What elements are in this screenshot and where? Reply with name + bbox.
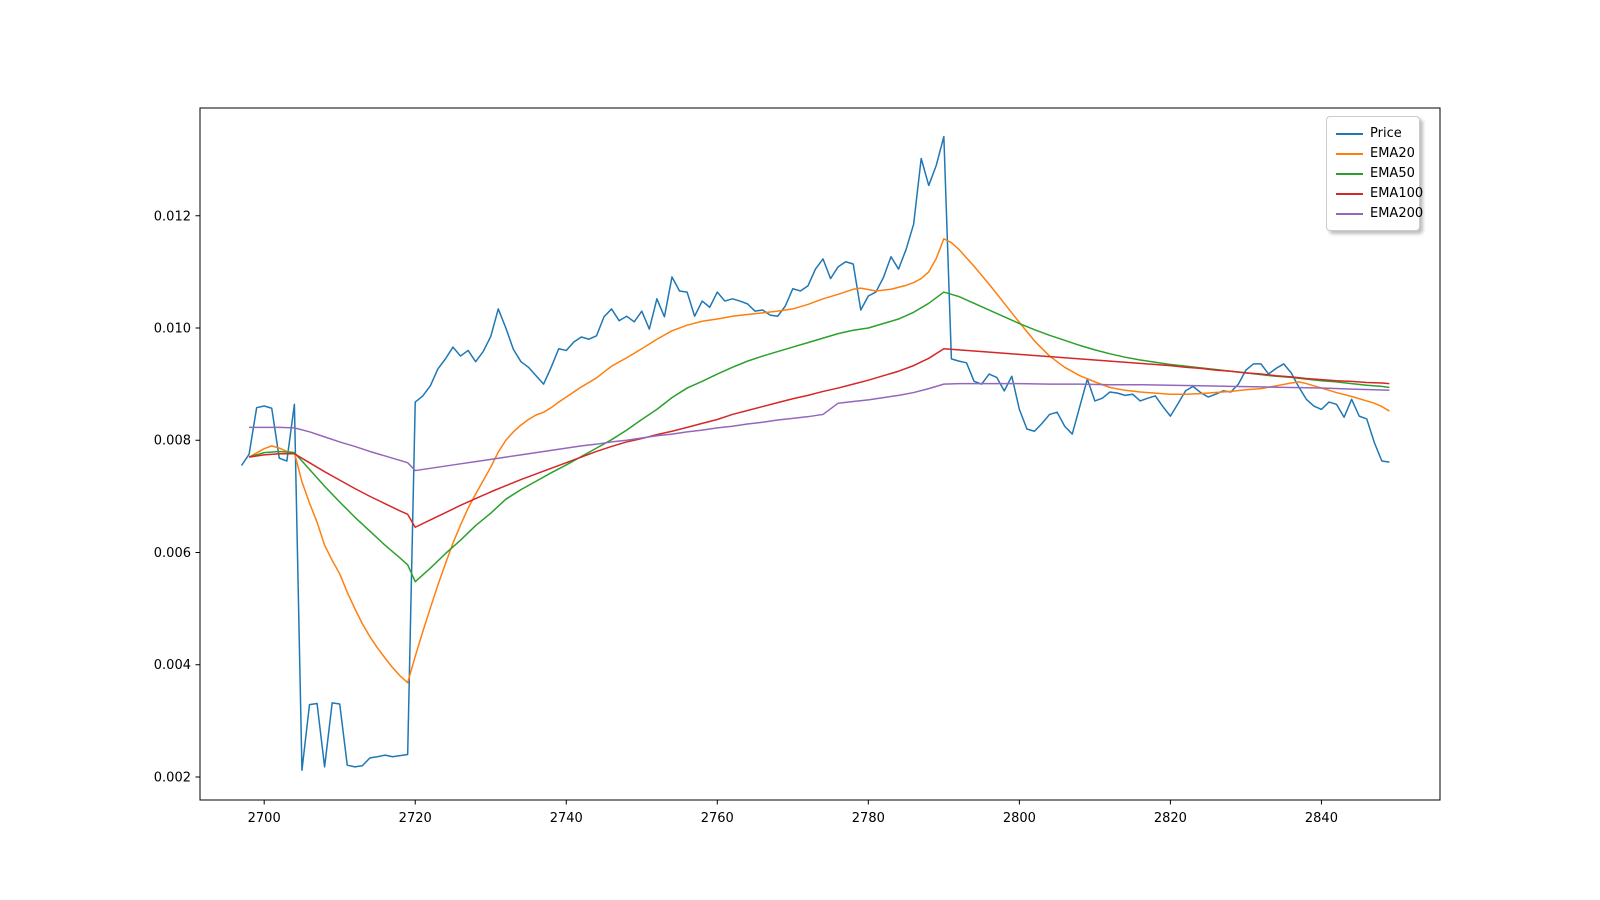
series-line-price	[240, 135, 1390, 771]
y-tick-label: 0.010	[154, 322, 191, 337]
legend-label-ema50: EMA50	[1370, 166, 1415, 181]
series-line-ema200	[249, 382, 1390, 472]
legend-item-ema200: EMA200	[1336, 204, 1423, 224]
x-tick-label: 2700	[248, 811, 281, 826]
legend-swatch-ema20	[1336, 153, 1363, 155]
x-tick-label: 2820	[1154, 811, 1187, 826]
legend-swatch-ema100	[1336, 193, 1363, 195]
legend-label-ema200: EMA200	[1370, 206, 1424, 221]
legend-label-price: Price	[1370, 126, 1402, 141]
legend-item-price: Price	[1336, 124, 1410, 144]
legend-item-ema20: EMA20	[1336, 144, 1415, 164]
series-line-ema20	[248, 238, 1390, 684]
x-tick-label: 2840	[1305, 811, 1338, 826]
y-tick-label: 0.012	[154, 209, 191, 224]
y-tick-label: 0.006	[154, 546, 191, 561]
series-line-ema100	[248, 348, 1390, 528]
y-tick-label: 0.004	[154, 658, 191, 673]
legend-swatch-price	[1336, 133, 1363, 135]
y-tick-label: 0.002	[154, 770, 191, 785]
legend-item-ema100: EMA100	[1336, 184, 1423, 204]
y-tick-label: 0.008	[154, 434, 191, 449]
legend-swatch-ema50	[1336, 173, 1363, 175]
legend-label-ema100: EMA100	[1370, 186, 1424, 201]
x-tick-label: 2760	[701, 811, 734, 826]
x-tick-label: 2740	[550, 811, 583, 826]
legend: Price EMA20 EMA50 EMA100 EMA200	[1326, 116, 1423, 231]
plot-frame	[199, 107, 1441, 801]
legend-swatch-ema200	[1336, 213, 1363, 215]
x-tick-label: 2780	[852, 811, 885, 826]
legend-item-ema50: EMA50	[1336, 164, 1415, 184]
legend-label-ema20: EMA20	[1370, 146, 1415, 161]
x-tick-label: 2800	[1003, 811, 1036, 826]
x-tick-label: 2720	[399, 811, 432, 826]
